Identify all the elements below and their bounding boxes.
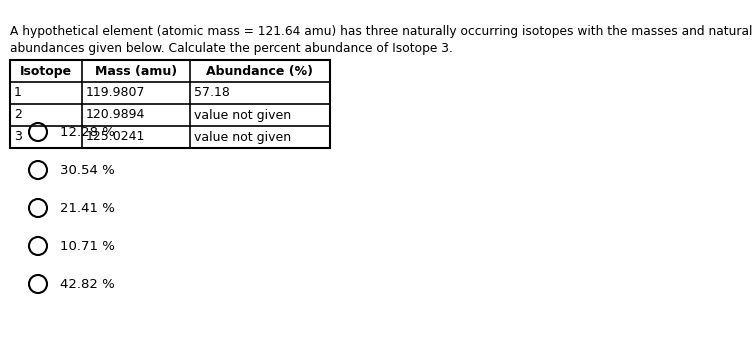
Text: Isotope: Isotope bbox=[20, 64, 72, 77]
Text: Abundance (%): Abundance (%) bbox=[207, 64, 314, 77]
Text: value not given: value not given bbox=[194, 130, 291, 144]
Text: 1: 1 bbox=[14, 86, 22, 99]
Text: 119.9807: 119.9807 bbox=[86, 86, 145, 99]
Text: 120.9894: 120.9894 bbox=[86, 108, 145, 122]
Bar bbox=[10, 60, 330, 148]
Text: 3: 3 bbox=[14, 130, 22, 144]
Text: 12.28 %: 12.28 % bbox=[60, 126, 115, 139]
Text: 30.54 %: 30.54 % bbox=[60, 163, 115, 176]
Text: 21.41 %: 21.41 % bbox=[60, 202, 115, 215]
Text: 42.82 %: 42.82 % bbox=[60, 278, 115, 291]
Text: 10.71 %: 10.71 % bbox=[60, 239, 115, 252]
Text: A hypothetical element (atomic mass = 121.64 amu) has three naturally occurring : A hypothetical element (atomic mass = 12… bbox=[10, 25, 752, 38]
Text: value not given: value not given bbox=[194, 108, 291, 122]
Text: 125.0241: 125.0241 bbox=[86, 130, 145, 144]
Text: abundances given below. Calculate the percent abundance of Isotope 3.: abundances given below. Calculate the pe… bbox=[10, 42, 453, 55]
Text: 2: 2 bbox=[14, 108, 22, 122]
Text: Mass (amu): Mass (amu) bbox=[95, 64, 177, 77]
Text: 57.18: 57.18 bbox=[194, 86, 230, 99]
